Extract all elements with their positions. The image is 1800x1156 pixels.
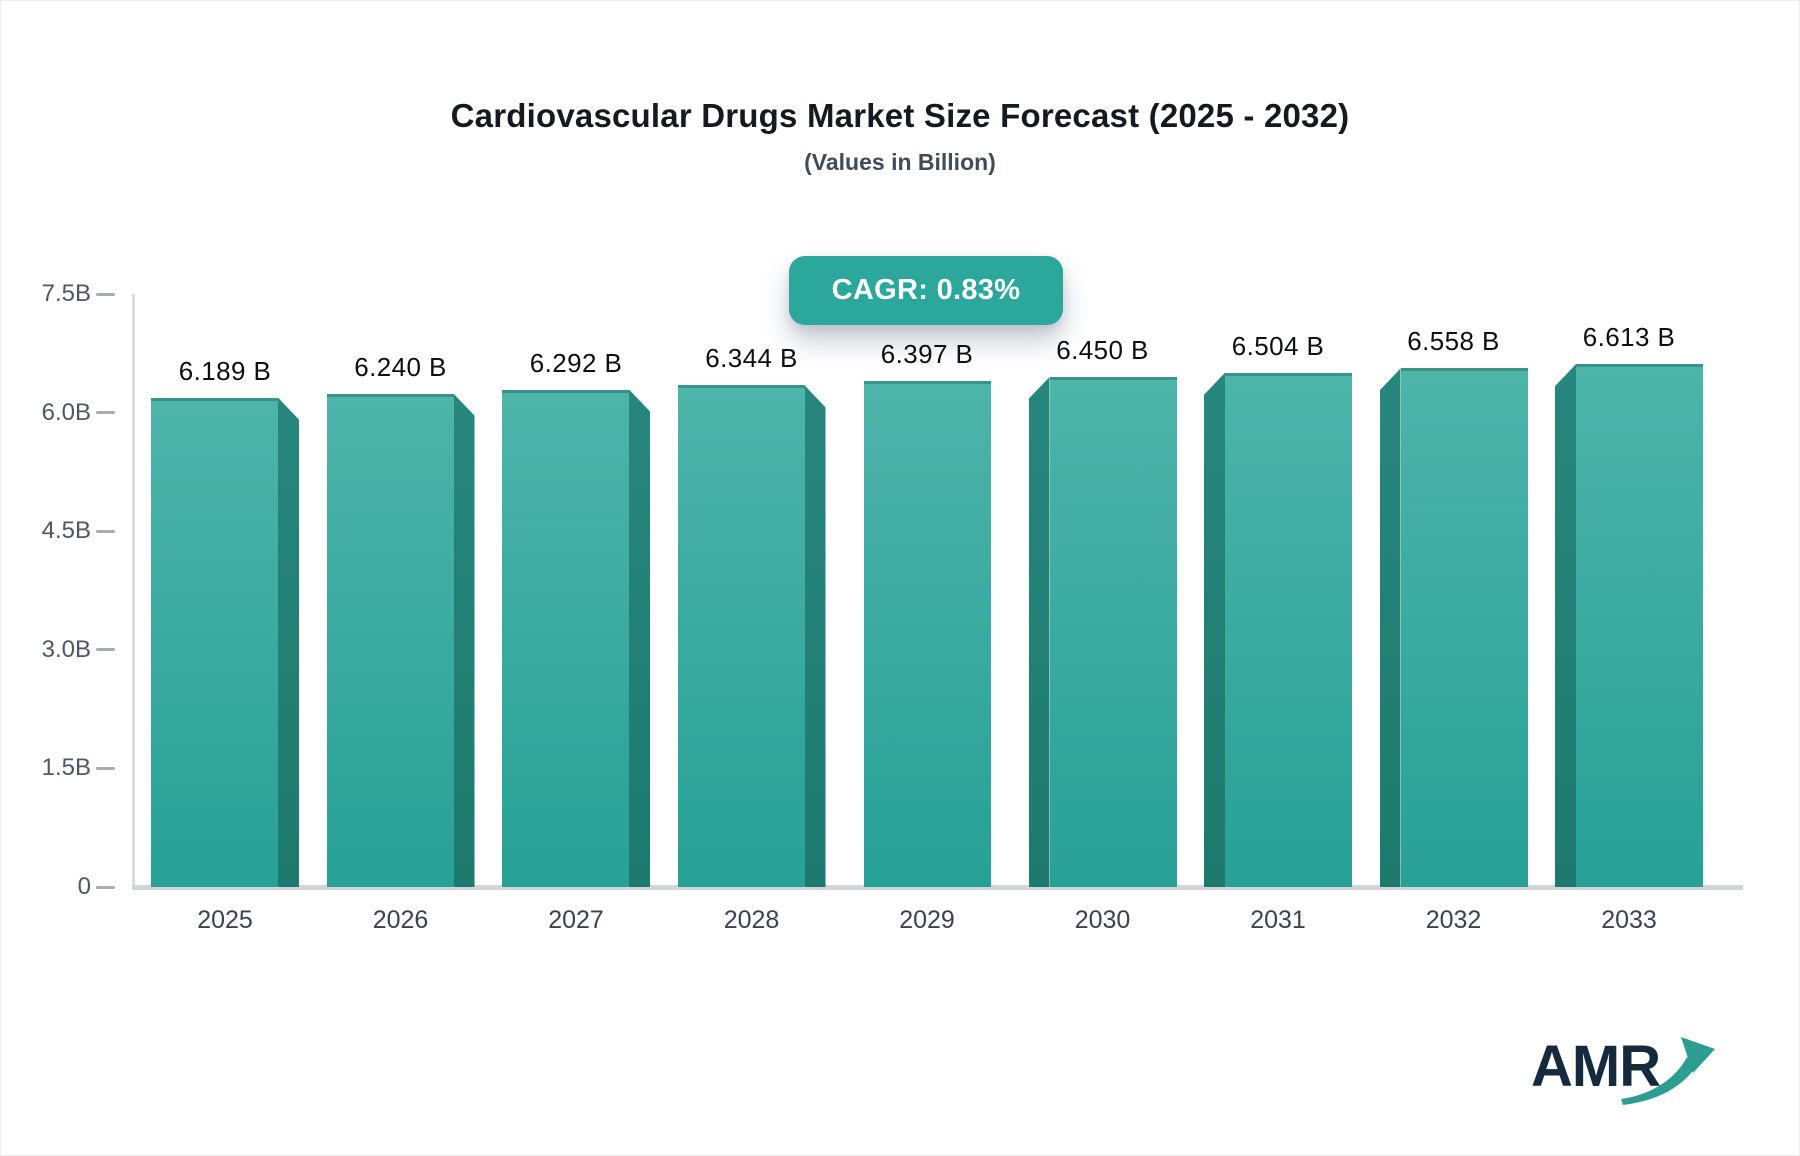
bar-face xyxy=(1049,377,1177,887)
bar-2032 xyxy=(1379,368,1528,887)
bar-value-label: 6.397 B xyxy=(880,339,974,370)
bar-side xyxy=(1204,372,1225,887)
x-tick-label: 2032 xyxy=(1425,906,1482,934)
bar-value-label: 6.344 B xyxy=(705,343,798,374)
y-tick-label: 1.5B xyxy=(41,754,91,782)
y-tick-mark xyxy=(96,648,115,652)
y-tick-label: 7.5B xyxy=(41,280,91,307)
bar-value-label: 6.504 B xyxy=(1231,330,1325,361)
bar-face xyxy=(326,393,454,887)
bar-face xyxy=(677,385,805,887)
x-tick-label: 2031 xyxy=(1250,906,1306,934)
bar-2026 xyxy=(326,393,475,887)
bar-2027 xyxy=(502,389,650,887)
bar-face xyxy=(863,381,991,887)
y-tick-label: 6.0B xyxy=(41,398,91,426)
bar-face xyxy=(1225,372,1352,887)
x-tick-label: 2026 xyxy=(372,906,429,934)
y-tick-mark xyxy=(96,529,115,533)
chart-subtitle: (Values in Billion) xyxy=(804,149,996,175)
bar-face xyxy=(502,389,629,887)
bar-2030 xyxy=(1028,377,1177,887)
bar-2025 xyxy=(151,397,299,887)
bar-face xyxy=(1576,364,1703,887)
x-tick-label: 2033 xyxy=(1601,906,1657,934)
y-tick-label: 0 xyxy=(77,873,91,900)
chart-title: Cardiovascular Drugs Market Size Forecas… xyxy=(450,97,1350,134)
bar-value-label: 6.613 B xyxy=(1582,322,1676,353)
y-tick-mark xyxy=(96,766,115,770)
bar-face xyxy=(1400,368,1528,887)
bar-value-label: 6.558 B xyxy=(1407,326,1500,357)
bar-side xyxy=(804,385,826,887)
y-tick-mark xyxy=(96,885,115,889)
x-tick-label: 2025 xyxy=(197,906,253,934)
y-tick-label: 4.5B xyxy=(41,517,91,545)
bar-2033 xyxy=(1555,364,1703,887)
bar-value-label: 6.189 B xyxy=(178,355,272,386)
bar-side xyxy=(1028,377,1050,887)
trend-arrow-icon xyxy=(1621,1037,1715,1105)
bar-value-label: 6.240 B xyxy=(354,351,447,382)
amr-logo: AMR xyxy=(1531,1031,1721,1115)
y-axis-line xyxy=(132,294,135,887)
bar-side xyxy=(1555,364,1576,887)
bar-value-label: 6.450 B xyxy=(1056,335,1149,366)
y-tick-mark xyxy=(96,411,115,415)
bar-side xyxy=(278,397,299,887)
x-tick-label: 2029 xyxy=(899,906,955,934)
bar-2028 xyxy=(677,385,826,887)
bar-side xyxy=(453,393,475,887)
x-tick-label: 2030 xyxy=(1074,906,1131,934)
amr-logo-text: AMR xyxy=(1531,1034,1661,1099)
y-tick-label: 3.0B xyxy=(41,635,91,663)
bar-side xyxy=(1379,368,1401,887)
bar-value-label: 6.292 B xyxy=(529,347,623,378)
y-tick-mark xyxy=(96,292,115,296)
cagr-badge-label: CAGR: 0.83% xyxy=(831,274,1021,306)
bar-2031 xyxy=(1204,372,1352,887)
bar-face xyxy=(151,397,278,887)
x-tick-label: 2027 xyxy=(548,906,604,934)
cagr-badge: CAGR: 0.83% xyxy=(789,256,1063,325)
x-axis-line xyxy=(132,885,1743,890)
bar-side xyxy=(629,389,650,887)
bar-2029 xyxy=(853,381,1001,887)
x-tick-label: 2028 xyxy=(723,906,780,934)
